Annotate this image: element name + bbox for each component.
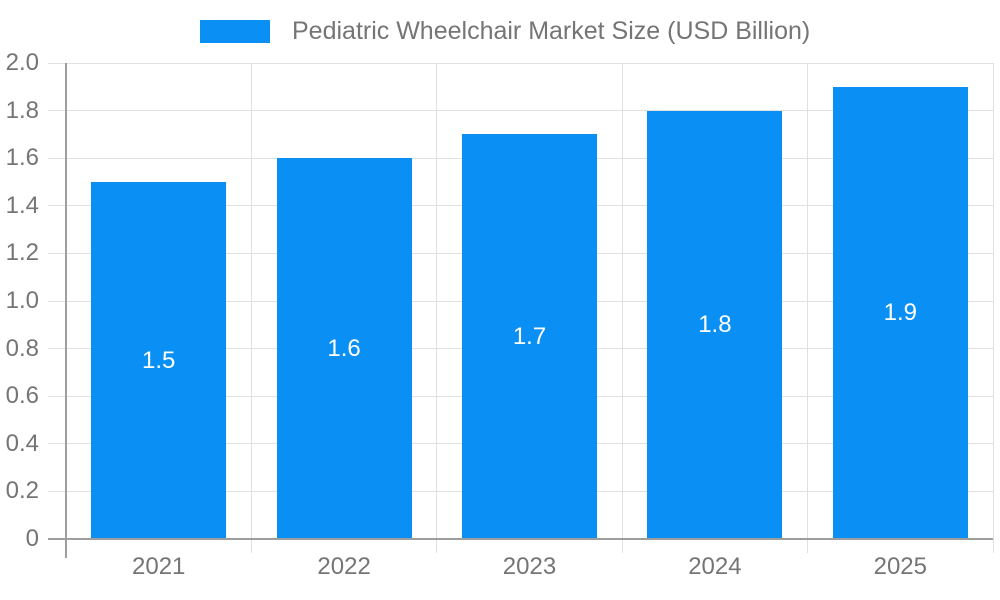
bar-value-label: 1.7 — [512, 322, 547, 350]
bar[interactable] — [91, 182, 227, 539]
x-axis-tick-label: 2022 — [317, 553, 371, 580]
bar[interactable] — [832, 86, 968, 539]
y-axis-tick-label: 2.0 — [5, 49, 39, 76]
bar[interactable] — [647, 110, 783, 539]
category-separator-line — [992, 63, 994, 553]
category-separator-line — [621, 63, 623, 553]
y-axis-tick-label: 0.4 — [5, 429, 39, 457]
y-axis-tick-label: 0.8 — [5, 334, 39, 362]
category-separator-line — [250, 63, 252, 553]
x-axis-tick-label: 2021 — [131, 553, 186, 580]
y-axis-tick-label: 1.6 — [5, 144, 39, 172]
bar-value-label: 1.8 — [698, 310, 732, 338]
bar[interactable] — [276, 158, 412, 539]
bar-value-label: 1.5 — [142, 346, 176, 374]
bar-value-label: 1.6 — [327, 334, 361, 362]
y-axis-tick-label: 0.6 — [5, 382, 39, 410]
x-axis-line — [48, 538, 993, 540]
plot-area: 0 0.2 0.4 0.6 0.8 1.0 1.2 1.4 1.6 1.8 2.0 1.5 2021 1.… — [6, 49, 994, 580]
y-axis-tick-label: 0 — [25, 525, 39, 552]
x-axis-tick-label: 2025 — [873, 553, 927, 580]
y-axis-tick-label: 0.2 — [5, 477, 39, 505]
y-axis-tick-label: 1.4 — [5, 191, 39, 219]
y-axis-line — [65, 63, 67, 558]
legend-series-label: Pediatric Wheelchair Market Size (USD Bi… — [292, 17, 811, 45]
category-separator-line — [807, 63, 809, 553]
x-axis-tick-label: 2023 — [502, 553, 557, 580]
y-axis-tick-label: 1.0 — [5, 287, 39, 314]
x-axis-tick-label: 2024 — [688, 553, 742, 580]
bar[interactable] — [462, 134, 597, 539]
category-separator-line — [436, 63, 438, 553]
chart-legend: Pediatric Wheelchair Market Size (USD Bi… — [200, 17, 810, 46]
bar-value-label: 1.9 — [883, 298, 917, 326]
y-axis-tick-label: 1.8 — [5, 96, 39, 124]
gridline — [48, 62, 993, 64]
gridline — [48, 110, 993, 112]
legend-swatch-icon — [200, 20, 270, 43]
y-axis-tick-label: 1.2 — [5, 239, 39, 267]
